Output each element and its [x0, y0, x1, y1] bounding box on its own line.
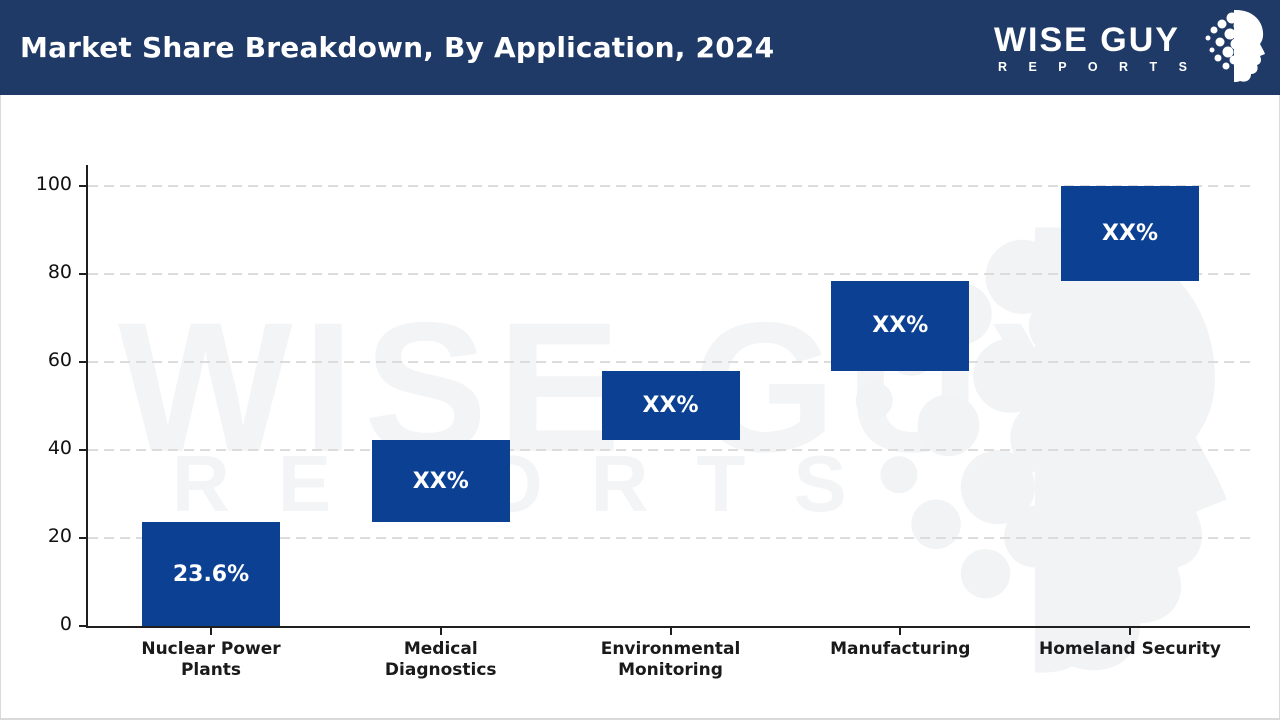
x-tick-mark — [1129, 628, 1131, 635]
y-tick-mark — [79, 625, 88, 627]
x-axis-line — [86, 626, 1250, 628]
logo-subtitle: R E P O R T S — [997, 59, 1196, 74]
gridline — [88, 185, 1250, 187]
bar: XX% — [371, 439, 510, 523]
y-tick-label: 80 — [47, 261, 72, 283]
x-category-label: Nuclear Power Plants — [141, 639, 281, 680]
frame-edge-left — [0, 95, 1, 720]
frame-edge-bottom — [0, 718, 1280, 720]
x-tick-mark — [899, 628, 902, 635]
y-tick-mark — [79, 449, 88, 451]
y-tick-label: 20 — [47, 525, 72, 547]
bar-value-label: XX% — [1102, 221, 1158, 247]
bar-value-label: XX% — [412, 468, 469, 494]
gridline — [88, 273, 1250, 275]
bar: XX% — [601, 370, 740, 440]
x-category-label: Homeland Security — [1038, 639, 1221, 659]
x-tick-mark — [669, 628, 672, 635]
y-tick-mark — [79, 273, 88, 275]
header: Market Share Breakdown, By Application, … — [0, 0, 1280, 95]
wise-guy-logo: WISE GUY R E P O R T S — [994, 8, 1266, 88]
x-category-label: Environmental Monitoring — [600, 639, 741, 680]
page-title: Market Share Breakdown, By Application, … — [20, 31, 775, 64]
x-tick-mark — [210, 628, 212, 635]
x-category-label: Medical Diagnostics — [384, 639, 497, 680]
y-tick-label: 60 — [47, 349, 72, 371]
y-tick-mark — [79, 537, 88, 539]
logo-face-icon — [1202, 8, 1266, 88]
gridline — [88, 449, 1250, 451]
gridline — [88, 361, 1250, 363]
bar-value-label: 23.6% — [172, 561, 250, 587]
logo-wordmark: WISE GUY — [993, 20, 1180, 59]
x-tick-mark — [439, 628, 442, 635]
y-axis-line — [86, 165, 88, 628]
y-tick-mark — [79, 185, 88, 187]
bar: XX% — [831, 281, 970, 371]
y-tick-mark — [79, 361, 88, 363]
x-category-label: Manufacturing — [830, 639, 971, 659]
gridline — [88, 537, 1250, 539]
bar-value-label: XX% — [872, 313, 929, 339]
y-tick-label: 100 — [35, 173, 72, 195]
y-tick-label: 40 — [47, 437, 72, 459]
y-tick-label: 0 — [59, 613, 72, 635]
bar: XX% — [1061, 186, 1199, 282]
bar-value-label: XX% — [642, 392, 699, 418]
bar: 23.6% — [142, 522, 280, 626]
